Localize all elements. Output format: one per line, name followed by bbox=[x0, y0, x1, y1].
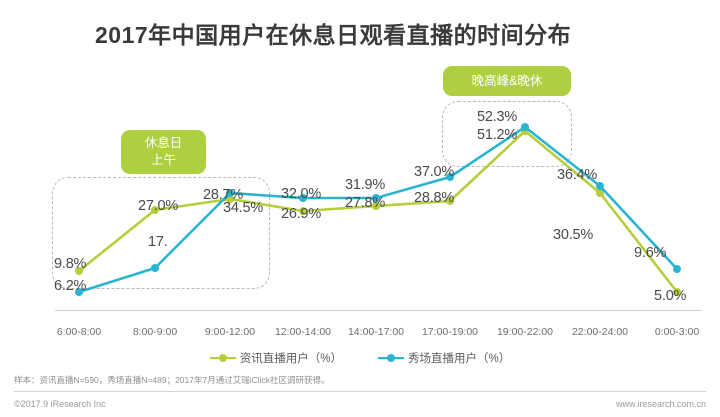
x-axis-tick-label: 8:00-9:00 bbox=[132, 326, 178, 338]
x-axis-tick-label: 12:00-14:00 bbox=[274, 326, 332, 338]
annotation-badge-morning-line1: 休息日 bbox=[144, 136, 183, 150]
series-lines bbox=[55, 123, 702, 311]
value-label: 28.7% bbox=[203, 187, 244, 203]
points-series-news bbox=[75, 127, 681, 296]
x-axis-tick-label: 9:00-12:00 bbox=[204, 326, 256, 338]
annotation-badge-morning: 休息日 上午 bbox=[121, 130, 206, 174]
annotation-badge-morning-line2: 上午 bbox=[150, 153, 176, 167]
legend-label-news: 资讯直播用户（%） bbox=[239, 353, 342, 365]
points-series-show bbox=[75, 123, 681, 296]
footnote-text: 样本：资讯直播N=590，秀场直播N=489；2017年7月通过艾瑞iClick… bbox=[14, 375, 330, 385]
value-label: 30.5% bbox=[553, 227, 594, 243]
plot-area: 9.8% 6.2% 27.0% 17. 28.7% 34.5% 32.0% 26.9% 31.9… bbox=[52, 66, 702, 311]
value-label: 28.8% bbox=[414, 190, 455, 206]
page-title: 2017年中国用户在休息日观看直播的时间分布 bbox=[95, 22, 572, 48]
footer-copyright: ©2017.9 iResearch Inc bbox=[14, 399, 106, 409]
x-axis-tick-label: 17:00-19:00 bbox=[421, 326, 479, 338]
x-axis-tick-label: 14:00-17:00 bbox=[347, 326, 405, 338]
legend-item-news[interactable]: 资讯直播用户（%） bbox=[209, 350, 342, 366]
value-label: 37.0% bbox=[414, 164, 455, 180]
chart-legend: 资讯直播用户（%） 秀场直播用户（%） bbox=[0, 347, 720, 369]
x-axis-tick-label: 22:00-24:00 bbox=[571, 326, 629, 338]
footer-divider bbox=[14, 391, 706, 392]
footer-website: www.iresearch.com.cn bbox=[615, 399, 706, 409]
value-label: 52.3% bbox=[477, 109, 518, 125]
title-bar: 2017年中国用户在休息日观看直播的时间分布 bbox=[0, 8, 720, 48]
value-label: 36.4% bbox=[557, 167, 598, 183]
legend-marker-news-icon bbox=[209, 352, 236, 364]
x-axis-tick-label: 6:00-8:00 bbox=[56, 326, 102, 338]
value-label: 27.0% bbox=[138, 198, 179, 214]
value-label: 32.0% bbox=[281, 186, 322, 202]
value-label: 9.6% bbox=[634, 245, 667, 261]
region-highlight-morning bbox=[52, 177, 270, 289]
legend-label-show: 秀场直播用户（%） bbox=[408, 353, 511, 365]
region-highlight-evening bbox=[442, 101, 572, 167]
value-label: 5.0% bbox=[654, 288, 687, 304]
value-label: 9.8% bbox=[54, 256, 87, 272]
legend-item-show[interactable]: 秀场直播用户（%） bbox=[378, 350, 510, 366]
annotation-badge-evening: 晚高峰&晚休 bbox=[443, 66, 571, 96]
value-label: 6.2% bbox=[54, 278, 87, 294]
x-axis-tick-label: 19:00-22:00 bbox=[496, 326, 554, 338]
legend-marker-show-icon bbox=[378, 352, 404, 364]
x-axis-tick-label: 0:00-3:00 bbox=[654, 326, 700, 338]
value-label: 27.8% bbox=[345, 195, 386, 211]
value-label: 51.2% bbox=[477, 127, 518, 143]
value-label: 26.9% bbox=[281, 206, 322, 222]
value-label: 34.5% bbox=[223, 200, 264, 216]
value-label: 31.9% bbox=[345, 177, 386, 193]
value-label: 17. bbox=[148, 234, 168, 250]
